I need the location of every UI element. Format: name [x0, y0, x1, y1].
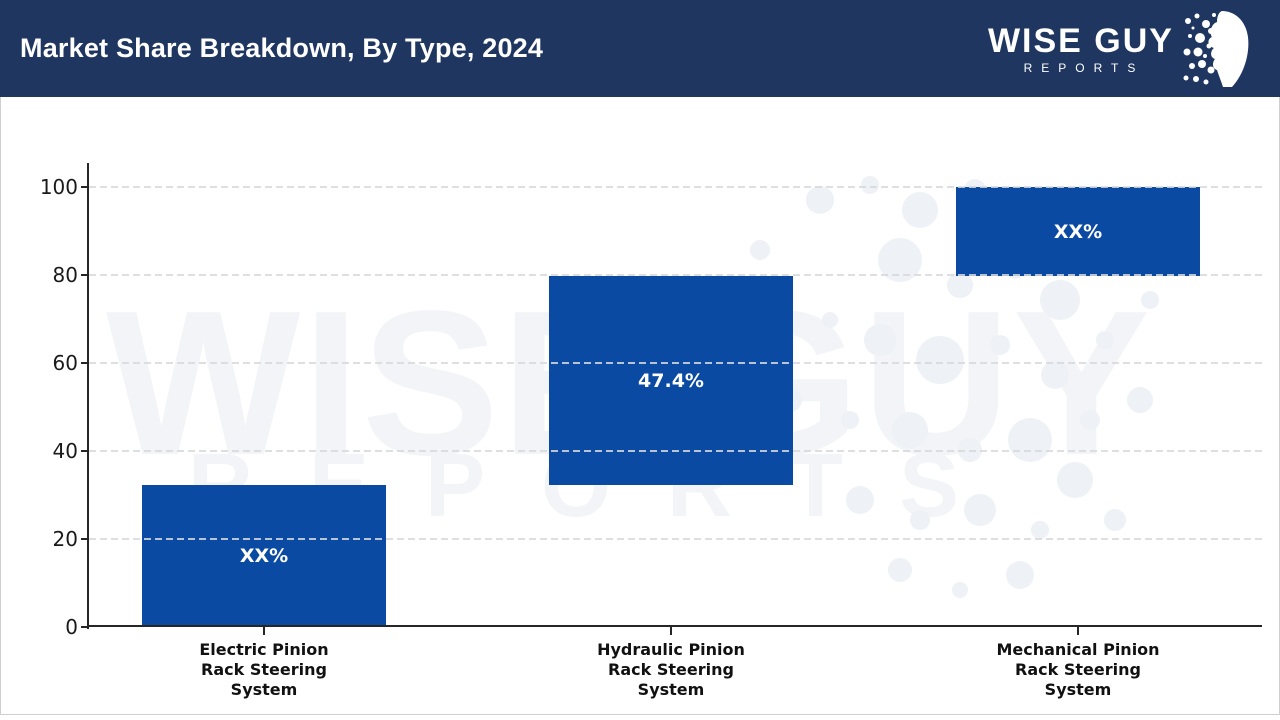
wiseguy-logo: WISE GUY REPORTS [988, 8, 1254, 90]
y-tick-label: 60 [52, 351, 78, 376]
header: Market Share Breakdown, By Type, 2024 WI… [0, 0, 1280, 97]
watermark-dot [1006, 561, 1034, 589]
x-category-label: Mechanical Pinion Rack Steering System [928, 640, 1228, 700]
y-tick-label: 100 [39, 175, 78, 200]
x-axis-line [87, 625, 1262, 627]
watermark-dot [1104, 509, 1126, 531]
watermark-dot [958, 438, 982, 462]
watermark-dot [952, 582, 968, 598]
x-category-label: Hydraulic Pinion Rack Steering System [521, 640, 821, 700]
y-tick-mark [81, 362, 89, 365]
watermark-dot [861, 176, 879, 194]
watermark-dot [1141, 291, 1159, 309]
watermark-dot [1127, 387, 1153, 413]
bar-value-label: XX% [239, 544, 289, 567]
gridline [89, 538, 1262, 541]
y-tick-mark [81, 274, 89, 277]
bar-value-label: 47.4% [638, 369, 704, 392]
y-tick-mark [81, 626, 89, 628]
y-tick-mark [81, 538, 89, 541]
logo-wordmark: WISE GUY [987, 21, 1174, 60]
gridline [89, 186, 1262, 189]
logo-face-icon [1183, 10, 1249, 87]
watermark-dot [888, 558, 912, 582]
watermark-dot [892, 412, 928, 448]
y-tick-mark [81, 186, 89, 189]
watermark-dot [910, 510, 930, 530]
gridline [89, 362, 1262, 365]
watermark-dot [964, 494, 996, 526]
watermark-dot [750, 240, 770, 260]
watermark-dot [846, 486, 874, 514]
watermark-dot [916, 336, 964, 384]
watermark-dot [1080, 410, 1100, 430]
logo-text: WISE GUY REPORTS [988, 23, 1174, 75]
gridline [89, 274, 1262, 277]
watermark-dot [841, 411, 859, 429]
x-category-label-line: Mechanical Pinion [996, 640, 1160, 659]
watermark-dot [1040, 280, 1080, 320]
x-category-label-line: System [230, 680, 298, 699]
x-tick-mark [670, 627, 672, 635]
y-tick-label: 0 [65, 615, 78, 639]
bar [956, 187, 1200, 277]
watermark-dot [990, 335, 1010, 355]
watermark-dot [1041, 361, 1069, 389]
gridline [89, 450, 1262, 453]
x-tick-mark [1077, 627, 1079, 635]
x-tick-mark [263, 627, 265, 635]
bar-value-label: XX% [1053, 220, 1103, 243]
y-tick-mark [81, 450, 89, 453]
x-category-label: Electric Pinion Rack Steering System [114, 640, 414, 700]
y-axis-line [87, 163, 89, 629]
watermark-dot [1031, 521, 1049, 539]
x-category-label-line: Rack Steering [201, 660, 327, 679]
plot-area: XX% 47.4% XX% 0 20 40 60 80 100 Electric Pinion Ra… [0, 97, 1280, 715]
x-category-label-line: Hydraulic Pinion [597, 640, 745, 659]
y-tick-label: 40 [52, 439, 78, 464]
watermark-dot [1096, 331, 1114, 349]
watermark-dot [1057, 462, 1093, 498]
x-category-label-line: Rack Steering [1015, 660, 1141, 679]
y-tick-label: 20 [52, 527, 78, 552]
page-title: Market Share Breakdown, By Type, 2024 [20, 33, 544, 63]
x-category-label-line: Electric Pinion [199, 640, 329, 659]
watermark-dot [864, 324, 896, 356]
watermark-dot [1008, 418, 1052, 462]
logo-subtext: REPORTS [1023, 60, 1145, 75]
x-category-label-line: Rack Steering [608, 660, 734, 679]
watermark-dot [902, 192, 938, 228]
x-category-label-line: System [637, 680, 705, 699]
x-category-label-line: System [1044, 680, 1112, 699]
bar [142, 484, 386, 627]
watermark-dot [822, 312, 838, 328]
y-tick-label: 80 [52, 263, 78, 288]
watermark-dot [806, 186, 834, 214]
